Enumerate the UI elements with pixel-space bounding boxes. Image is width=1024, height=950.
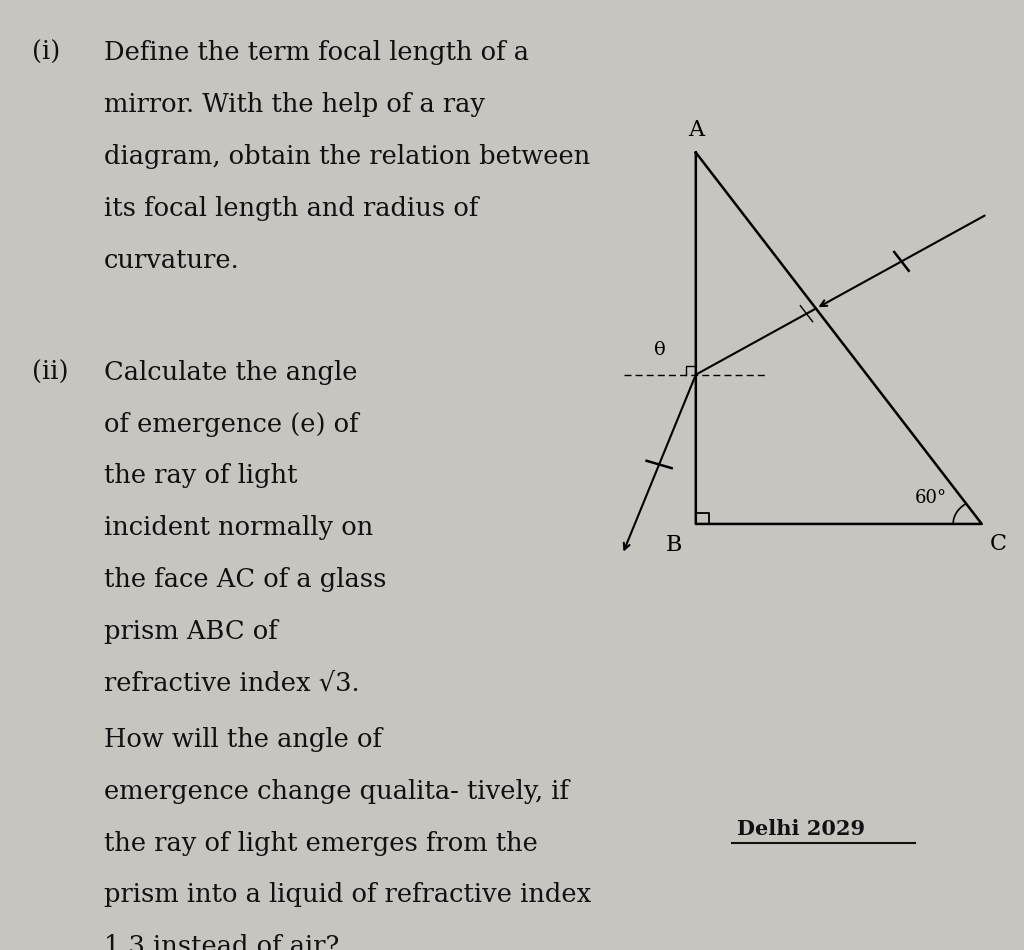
Text: A: A [688, 120, 703, 142]
Text: B: B [667, 534, 683, 557]
Text: Calculate the angle: Calculate the angle [103, 360, 357, 385]
Text: θ: θ [654, 341, 666, 359]
Text: prism ABC of: prism ABC of [103, 619, 278, 644]
Text: of emergence (e) of: of emergence (e) of [103, 411, 358, 437]
Text: How will the angle of: How will the angle of [103, 727, 382, 751]
Text: prism into a liquid of refractive index: prism into a liquid of refractive index [103, 883, 591, 907]
Text: the face AC of a glass: the face AC of a glass [103, 567, 386, 592]
Text: its focal length and radius of: its focal length and radius of [103, 196, 478, 220]
Text: (i): (i) [32, 40, 60, 66]
Text: 60°: 60° [914, 488, 947, 506]
Text: C: C [990, 533, 1007, 555]
Text: mirror. With the help of a ray: mirror. With the help of a ray [103, 92, 484, 117]
Text: incident normally on: incident normally on [103, 515, 373, 541]
Text: (ii): (ii) [32, 360, 69, 385]
Text: refractive index √3.: refractive index √3. [103, 671, 359, 695]
Text: curvature.: curvature. [103, 248, 240, 273]
Text: Delhi 2029: Delhi 2029 [736, 819, 865, 839]
Text: 1.3 instead of air?: 1.3 instead of air? [103, 934, 339, 950]
Text: diagram, obtain the relation between: diagram, obtain the relation between [103, 143, 590, 169]
Text: emergence change qualita- tively, if: emergence change qualita- tively, if [103, 779, 568, 804]
Text: Define the term focal length of a: Define the term focal length of a [103, 40, 528, 66]
Text: the ray of light: the ray of light [103, 464, 297, 488]
Text: the ray of light emerges from the: the ray of light emerges from the [103, 830, 538, 856]
